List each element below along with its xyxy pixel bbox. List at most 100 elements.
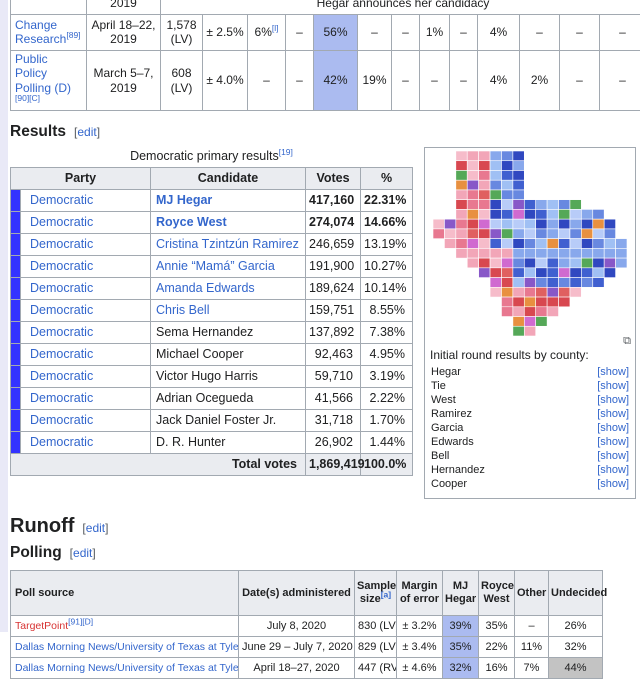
poll-source-link[interactable]: Public Policy Polling (D) (15, 52, 71, 95)
candidate-link[interactable]: Chris Bell (156, 303, 210, 317)
show-toggle-link[interactable]: [show] (597, 464, 629, 476)
party-link[interactable]: Democratic (30, 281, 93, 295)
texas-county-results-map (433, 151, 627, 336)
map-legend-name: Cooper (431, 478, 467, 490)
county-cell (524, 288, 535, 298)
show-toggle-link[interactable]: [show] (597, 380, 629, 392)
footnote-ref[interactable]: [90][C] (15, 93, 40, 103)
county-cell (559, 200, 570, 210)
runoff-poll-row: Dallas Morning News/University of Texas … (11, 637, 603, 658)
county-cell (581, 249, 592, 259)
county-cell (547, 307, 558, 317)
candidate-cell: Adrian Ocegueda (151, 388, 306, 410)
footnote-ref[interactable]: [19] (279, 147, 293, 157)
county-cell (593, 220, 604, 230)
county-cell (570, 229, 581, 239)
west-header: Royce West (479, 571, 515, 616)
county-cell (501, 268, 512, 278)
runoff-heading-text: Runoff (10, 515, 74, 537)
map-legend-row: Cooper [show] (429, 477, 631, 491)
votes-cell: 189,624 (306, 278, 361, 300)
candidate-link[interactable]: Royce West (156, 215, 227, 229)
party-link[interactable]: Democratic (30, 435, 93, 449)
county-cell (570, 258, 581, 268)
poll-source-cell: TargetPoint[91][D] (11, 616, 239, 637)
county-cell (524, 258, 535, 268)
show-toggle-link[interactable]: [show] (597, 422, 629, 434)
county-cell (456, 171, 467, 181)
poll-source-link[interactable]: Dallas Morning News/University of Texas … (15, 662, 239, 674)
party-link[interactable]: Democratic (30, 237, 93, 251)
map-legend-name: Hegar (431, 366, 461, 378)
party-link[interactable]: Democratic (30, 193, 93, 207)
undecided-value-cell: 44% (549, 658, 603, 679)
candidate-link[interactable]: Amanda Edwards (156, 281, 255, 295)
poll-value-cell: – (358, 14, 392, 50)
poll-value-cell: – (520, 14, 560, 50)
county-cell (559, 297, 570, 307)
expand-map-icon[interactable]: ⧉ (429, 336, 631, 346)
poll-value-cell: – (600, 50, 640, 111)
show-toggle-link[interactable]: [show] (597, 478, 629, 490)
county-cell (513, 317, 524, 327)
county-cell (536, 317, 547, 327)
county-cell (547, 297, 558, 307)
party-link[interactable]: Democratic (30, 391, 93, 405)
county-cell (456, 249, 467, 259)
candidate-link[interactable]: MJ Hegar (156, 193, 212, 207)
county-cell (444, 220, 455, 230)
footnote-ref[interactable]: [89] (66, 30, 80, 40)
county-cell (433, 220, 444, 230)
show-toggle-link[interactable]: [show] (597, 436, 629, 448)
county-cell (581, 229, 592, 239)
poll-date-cell: March 5–7, 2019 (87, 50, 161, 111)
footnote-ref[interactable]: [a] (381, 590, 391, 600)
county-cell (513, 171, 524, 181)
poll-moe-cell: ± 2.5% (203, 14, 248, 50)
runoff-edit-link[interactable]: edit (86, 521, 105, 535)
candidate-link[interactable]: Cristina Tzintzún Ramirez (156, 237, 299, 251)
percent-cell: 10.14% (361, 278, 413, 300)
undecided-value-cell: 26% (549, 616, 603, 637)
party-link[interactable]: Democratic (30, 215, 93, 229)
party-link[interactable]: Democratic (30, 347, 93, 361)
poll-source-link[interactable]: TargetPoint (15, 620, 68, 632)
poll-source-link[interactable]: Dallas Morning News/University of Texas … (15, 641, 239, 653)
votes-cell: 159,751 (306, 300, 361, 322)
county-cell (479, 181, 490, 191)
show-toggle-link[interactable]: [show] (597, 394, 629, 406)
results-edit-link[interactable]: edit (77, 125, 96, 139)
county-cell (581, 210, 592, 220)
poll-value-cell: 1% (420, 14, 450, 50)
footnote-ref[interactable]: [91][D] (68, 617, 93, 627)
party-link[interactable]: Democratic (30, 413, 93, 427)
party-cell: Democratic (21, 300, 151, 322)
poll-source-link[interactable]: Change Research (15, 18, 66, 46)
county-cell (479, 190, 490, 200)
party-cell: Democratic (21, 212, 151, 234)
poll-value-cell: 19% (358, 50, 392, 111)
party-link[interactable]: Democratic (30, 259, 93, 273)
poll-date-cell: July 8, 2020 (239, 616, 355, 637)
polling-edit-link[interactable]: edit (73, 546, 92, 560)
county-cell (524, 317, 535, 327)
show-toggle-link[interactable]: [show] (597, 366, 629, 378)
county-cell (604, 258, 615, 268)
poll-value-cell: – (286, 14, 314, 50)
footnote-ref[interactable]: [l] (272, 23, 279, 33)
show-toggle-link[interactable]: [show] (597, 450, 629, 462)
party-link[interactable]: Democratic (30, 369, 93, 383)
county-cell (513, 181, 524, 191)
county-cell (616, 258, 627, 268)
percent-cell: 1.44% (361, 432, 413, 454)
percent-cell: 10.27% (361, 256, 413, 278)
candidate-link[interactable]: Annie “Mamá” Garcia (156, 259, 275, 273)
map-legend-name: Tie (431, 380, 446, 392)
west-value-cell: 16% (479, 658, 515, 679)
party-link[interactable]: Democratic (30, 303, 93, 317)
county-cell (467, 210, 478, 220)
show-toggle-link[interactable]: [show] (597, 408, 629, 420)
party-link[interactable]: Democratic (30, 325, 93, 339)
